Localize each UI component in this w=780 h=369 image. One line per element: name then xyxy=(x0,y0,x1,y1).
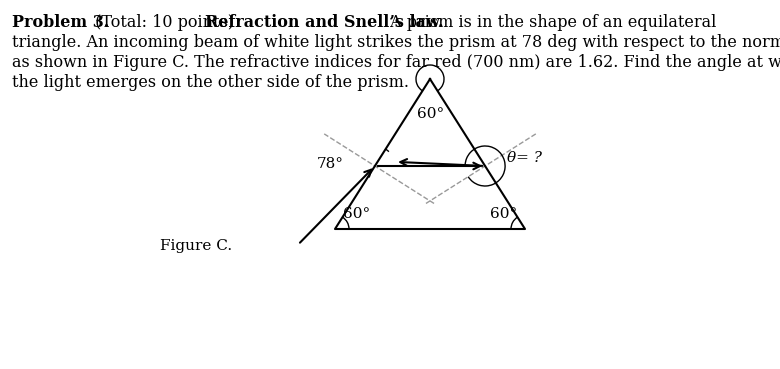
Text: (Total: 10 points): (Total: 10 points) xyxy=(90,14,239,31)
Text: θ= ?: θ= ? xyxy=(507,151,542,165)
Text: 60°: 60° xyxy=(490,207,517,221)
Text: the light emerges on the other side of the prism.: the light emerges on the other side of t… xyxy=(12,74,409,91)
Text: Refraction and Snell’s law.: Refraction and Snell’s law. xyxy=(205,14,444,31)
Text: 60°: 60° xyxy=(343,207,370,221)
Text: Problem 3.: Problem 3. xyxy=(12,14,109,31)
Text: 78°: 78° xyxy=(317,157,344,171)
Text: 60°: 60° xyxy=(417,107,445,121)
Text: A prism is in the shape of an equilateral: A prism is in the shape of an equilatera… xyxy=(385,14,716,31)
Text: triangle. An incoming beam of white light strikes the prism at 78 deg with respe: triangle. An incoming beam of white ligh… xyxy=(12,34,780,51)
Text: Figure C.: Figure C. xyxy=(160,239,232,253)
Text: as shown in Figure C. The refractive indices for far red (700 nm) are 1.62. Find: as shown in Figure C. The refractive ind… xyxy=(12,54,780,71)
